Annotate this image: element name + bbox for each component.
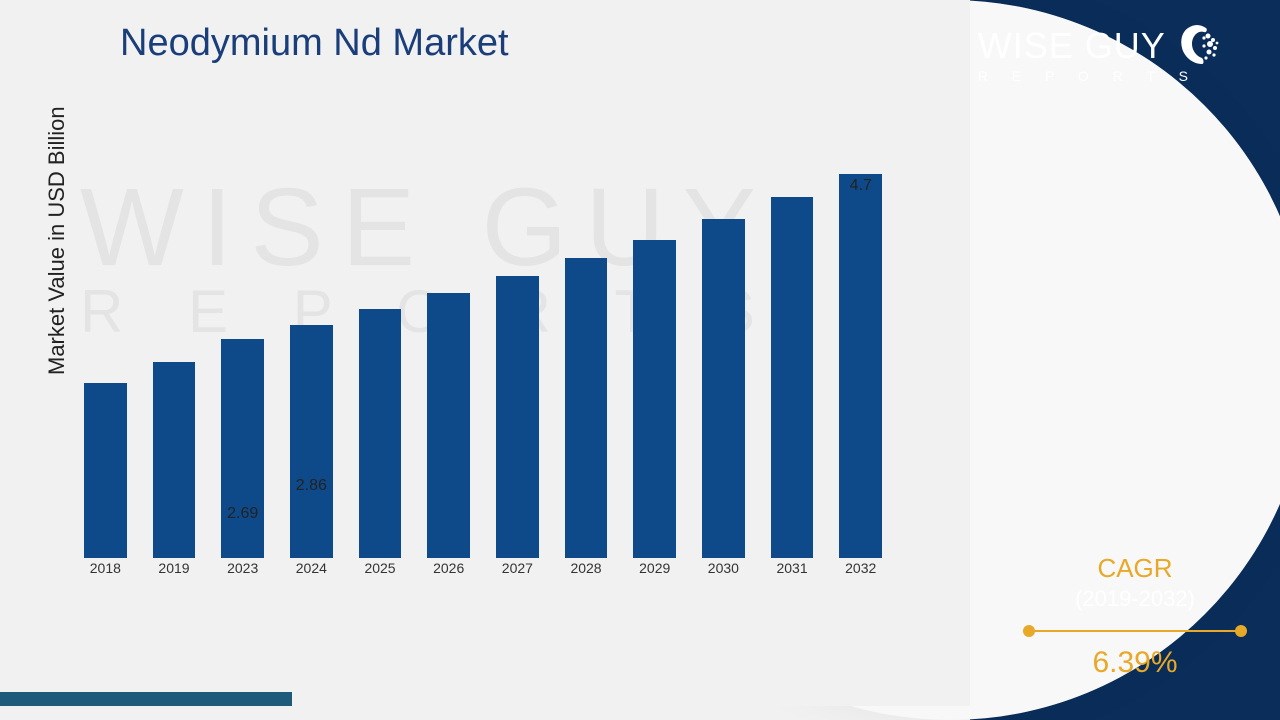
brand-logo: WISE GUY R E P O R T S bbox=[978, 22, 1252, 84]
main-area: Neodymium Nd Market WISE GUY R E P O R T… bbox=[0, 0, 970, 706]
bar-wrap bbox=[78, 383, 133, 558]
bar bbox=[839, 174, 882, 558]
bar bbox=[702, 219, 745, 558]
bar bbox=[84, 383, 127, 558]
bar-value-label: 2.69 bbox=[215, 505, 270, 523]
x-tick-label: 2025 bbox=[353, 560, 408, 580]
x-tick-label: 2028 bbox=[559, 560, 614, 580]
x-tick-label: 2023 bbox=[215, 560, 270, 580]
cagr-block: CAGR (2019-2032) 6.39% bbox=[990, 553, 1280, 680]
x-tick-label: 2018 bbox=[78, 560, 133, 580]
bar-wrap bbox=[490, 276, 545, 558]
y-axis-label: Market Value in USD Billion bbox=[44, 106, 70, 375]
bar-wrap bbox=[696, 219, 751, 558]
x-tick-label: 2031 bbox=[765, 560, 820, 580]
bar bbox=[771, 197, 814, 558]
bar bbox=[565, 258, 608, 558]
x-tick-label: 2030 bbox=[696, 560, 751, 580]
cagr-value: 6.39% bbox=[990, 646, 1280, 680]
bar bbox=[290, 325, 333, 558]
bar bbox=[496, 276, 539, 558]
bar-chart: 2.69 2.86 4.7 2018 2019 2023 2024 2025 2026 2027… bbox=[78, 150, 888, 580]
bar-wrap bbox=[147, 362, 202, 558]
xticks-container: 2018 2019 2023 2024 2025 2026 2027 2028 2029 2030… bbox=[78, 560, 888, 580]
cagr-label: CAGR bbox=[990, 553, 1280, 584]
head-icon bbox=[1174, 22, 1222, 70]
bar-wrap: 2.86 bbox=[284, 325, 339, 558]
bars-container: 2.69 2.86 4.7 bbox=[78, 150, 888, 558]
logo-subtext: R E P O R T S bbox=[978, 68, 1198, 84]
bar bbox=[153, 362, 196, 558]
x-tick-label: 2027 bbox=[490, 560, 545, 580]
bar-wrap: 2.69 bbox=[215, 339, 270, 559]
x-tick-label: 2032 bbox=[833, 560, 888, 580]
x-tick-label: 2019 bbox=[147, 560, 202, 580]
cagr-divider bbox=[1025, 630, 1245, 632]
logo-main-row: WISE GUY bbox=[978, 22, 1252, 70]
bottom-accent-bar bbox=[0, 692, 292, 706]
x-tick-label: 2026 bbox=[421, 560, 476, 580]
bar-wrap: 4.7 bbox=[833, 174, 888, 558]
bar bbox=[427, 293, 470, 558]
x-tick-label: 2029 bbox=[627, 560, 682, 580]
cagr-period: (2019-2032) bbox=[990, 586, 1280, 612]
bar bbox=[359, 309, 402, 558]
bar-wrap bbox=[627, 240, 682, 558]
bar-value-label: 2.86 bbox=[284, 477, 339, 495]
bar-wrap bbox=[765, 197, 820, 558]
bar bbox=[633, 240, 676, 558]
bar bbox=[221, 339, 264, 559]
bar-wrap bbox=[353, 309, 408, 558]
bar-wrap bbox=[421, 293, 476, 558]
x-tick-label: 2024 bbox=[284, 560, 339, 580]
bar-wrap bbox=[559, 258, 614, 558]
chart-title: Neodymium Nd Market bbox=[120, 22, 509, 65]
logo-text: WISE GUY bbox=[978, 25, 1166, 67]
bar-value-label: 4.7 bbox=[833, 177, 888, 195]
